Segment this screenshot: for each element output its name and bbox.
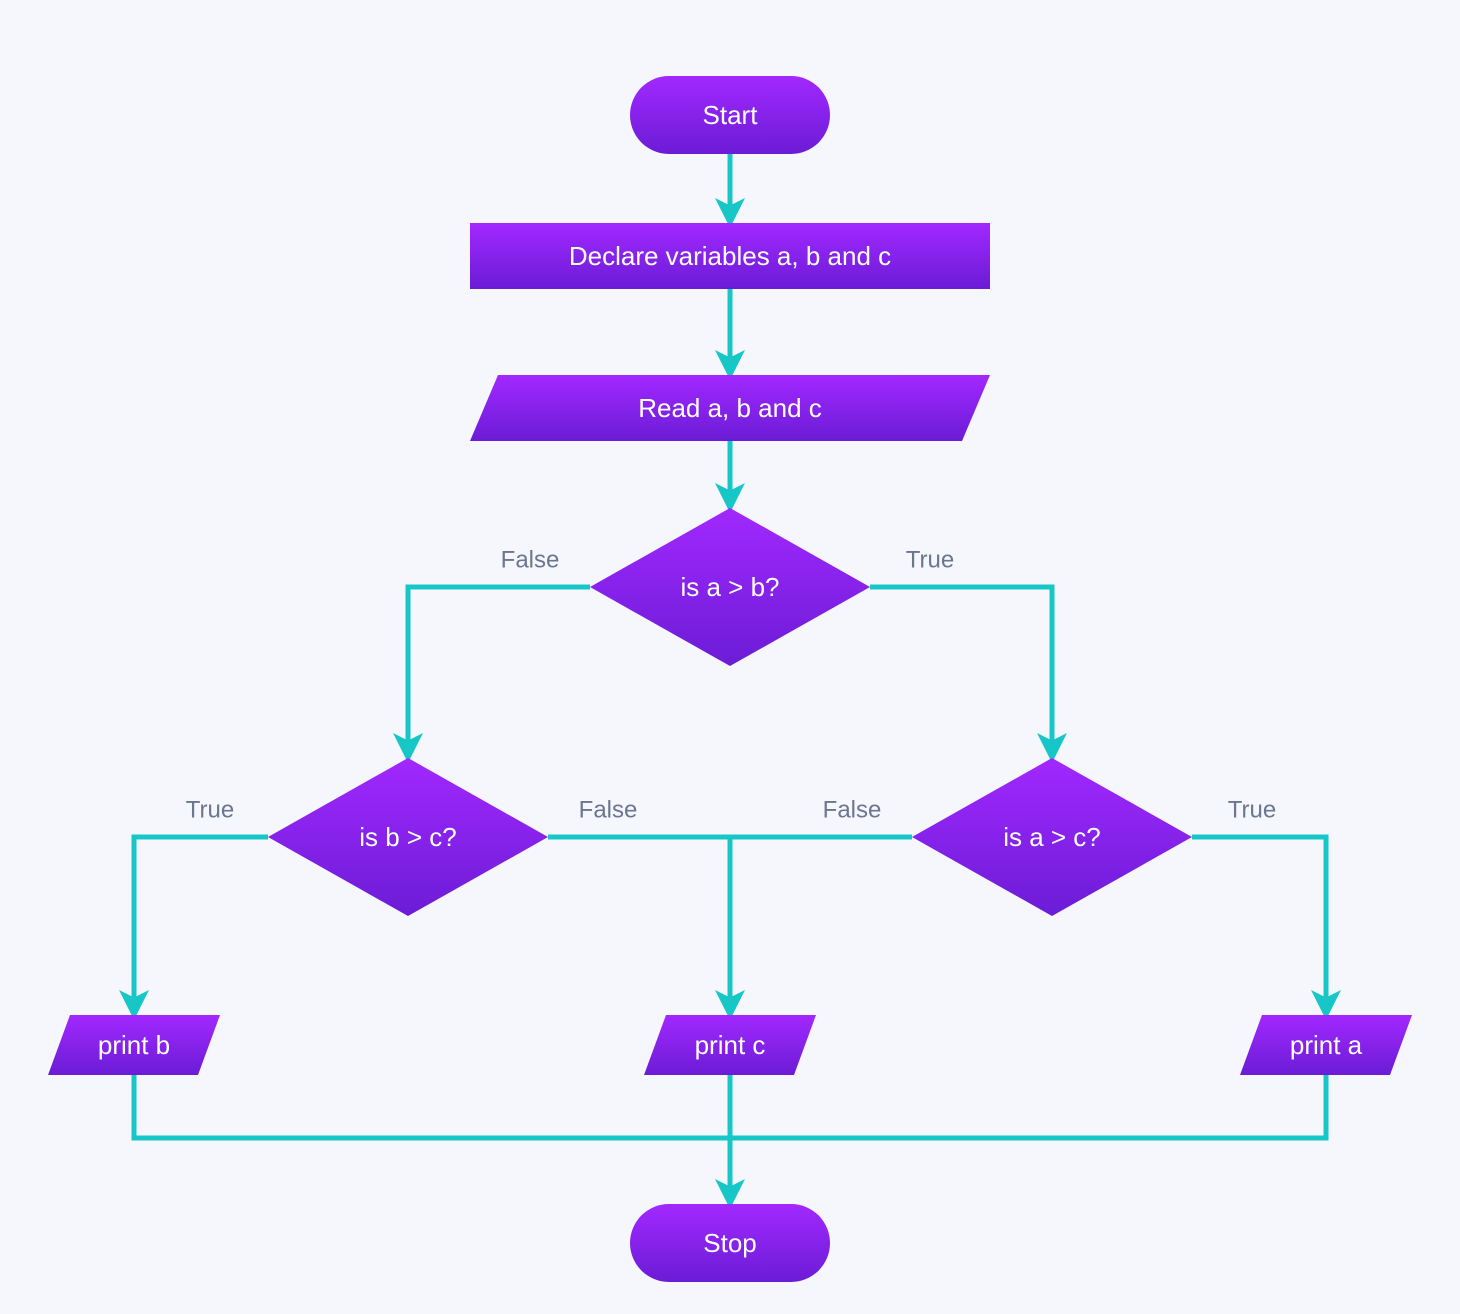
node-label-print_c: print c [695,1030,766,1060]
edge-label-dec_bc-print_b: True [186,797,234,824]
node-start: Start [630,76,830,154]
node-declare: Declare variables a, b and c [470,223,990,289]
edge-label-dec_ab-dec_ac: True [906,547,954,574]
node-label-dec_ac: is a > c? [1003,822,1101,852]
edge-label-dec_ac-print_a: True [1228,797,1276,824]
node-label-start: Start [703,100,759,130]
edge-label-dec_ac-print_c: False [823,797,882,824]
node-label-dec_ab: is a > b? [680,572,779,602]
node-label-read: Read a, b and c [638,393,822,423]
node-label-print_a: print a [1290,1030,1363,1060]
node-print_b: print b [48,1015,220,1075]
node-print_a: print a [1240,1015,1412,1075]
node-label-stop: Stop [703,1228,757,1258]
edge-label-dec_ab-dec_bc: False [501,547,560,574]
flowchart-canvas: False True True False False True Start Declare … [0,0,1460,1314]
node-label-dec_bc: is b > c? [359,822,457,852]
node-print_c: print c [644,1015,816,1075]
node-label-print_b: print b [98,1030,170,1060]
node-stop: Stop [630,1204,830,1282]
edge-label-dec_bc-print_c: False [579,797,638,824]
node-label-declare: Declare variables a, b and c [569,241,891,271]
node-read: Read a, b and c [470,375,990,441]
